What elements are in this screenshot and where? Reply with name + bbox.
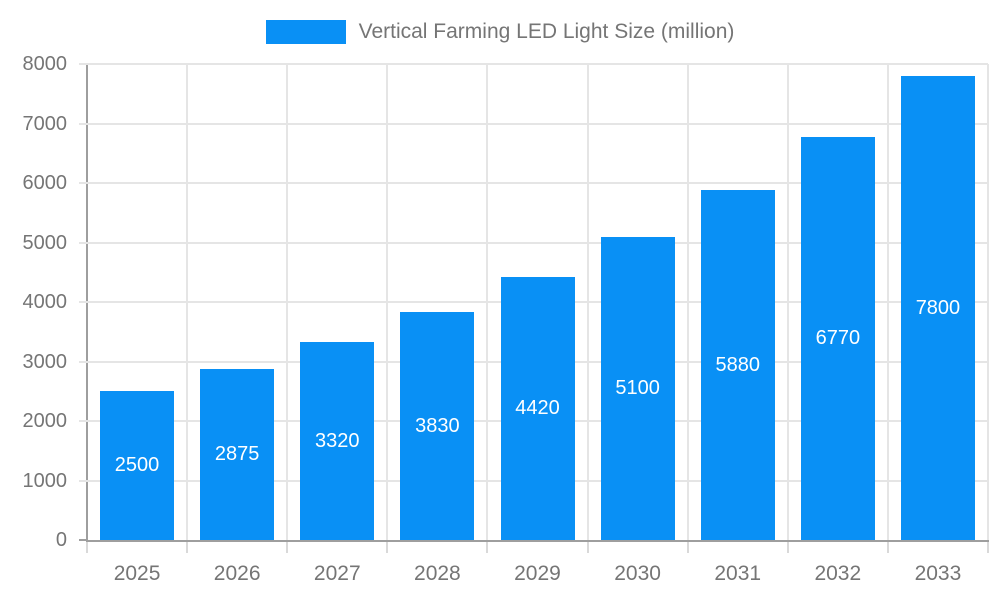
x-gridline bbox=[786, 64, 789, 540]
x-tick-label: 2027 bbox=[313, 562, 361, 585]
x-tick bbox=[987, 542, 989, 553]
x-tick-label: 2028 bbox=[414, 562, 461, 585]
x-gridline bbox=[886, 64, 889, 540]
y-tick bbox=[79, 241, 87, 244]
x-gridline bbox=[987, 64, 989, 540]
y-tick-label: 5000 bbox=[22, 231, 68, 254]
y-tick-label: 6000 bbox=[22, 172, 68, 194]
x-tick bbox=[386, 542, 389, 553]
x-tick bbox=[86, 542, 88, 553]
bar[interactable] bbox=[100, 391, 175, 540]
x-tick bbox=[586, 542, 589, 553]
y-gridline bbox=[87, 241, 988, 244]
y-tick-label: 8000 bbox=[22, 53, 68, 75]
x-tick-label: 2031 bbox=[714, 562, 762, 585]
plot-area: 2500 2875 3320 3830 4420 5100 5880 6770 7800 bbox=[87, 63, 989, 540]
x-tick bbox=[186, 542, 189, 553]
y-tick-label: 0 bbox=[55, 529, 67, 551]
x-gridline bbox=[686, 64, 689, 540]
x-tick-label: 2025 bbox=[113, 562, 161, 585]
y-tick bbox=[79, 539, 87, 541]
legend-swatch bbox=[265, 20, 346, 44]
y-tick-label: 4000 bbox=[22, 291, 68, 313]
x-tick bbox=[886, 542, 889, 553]
bar[interactable] bbox=[900, 76, 975, 540]
bar[interactable] bbox=[800, 137, 875, 540]
x-tick bbox=[486, 542, 489, 553]
y-gridline bbox=[87, 182, 988, 184]
bar[interactable] bbox=[200, 369, 275, 540]
x-tick-label: 2032 bbox=[814, 562, 862, 585]
y-tick bbox=[79, 122, 87, 125]
y-tick bbox=[79, 360, 87, 363]
bar[interactable] bbox=[600, 237, 675, 540]
y-tick-label: 2000 bbox=[22, 410, 68, 432]
y-tick-label: 3000 bbox=[22, 350, 68, 373]
y-tick-label: 1000 bbox=[22, 469, 68, 492]
x-gridline bbox=[286, 64, 289, 540]
x-gridline bbox=[586, 64, 589, 540]
y-tick bbox=[79, 301, 87, 303]
x-tick bbox=[286, 542, 289, 553]
y-tick bbox=[79, 182, 87, 184]
x-gridline bbox=[186, 64, 189, 540]
x-tick-label: 2030 bbox=[614, 562, 661, 585]
legend-label: Vertical Farming LED Light Size (million… bbox=[358, 20, 735, 43]
x-tick bbox=[786, 542, 789, 553]
x-tick bbox=[686, 542, 689, 553]
y-tick bbox=[79, 63, 87, 65]
x-axis-line bbox=[86, 540, 989, 542]
y-tick bbox=[79, 479, 87, 482]
x-tick-label: 2033 bbox=[914, 562, 962, 585]
y-gridline bbox=[87, 63, 988, 65]
x-gridline bbox=[486, 64, 489, 540]
legend-item[interactable]: Vertical Farming LED Light Size (million… bbox=[265, 20, 735, 44]
y-tick bbox=[79, 420, 87, 422]
y-tick-label: 7000 bbox=[22, 112, 68, 135]
bar[interactable] bbox=[300, 342, 375, 540]
x-tick-label: 2029 bbox=[514, 562, 561, 585]
x-gridline bbox=[386, 64, 389, 540]
bar[interactable] bbox=[700, 190, 775, 540]
y-gridline bbox=[87, 122, 988, 125]
chart-legend: Vertical Farming LED Light Size (million… bbox=[0, 14, 1000, 50]
x-tick-label: 2026 bbox=[213, 562, 261, 585]
bar[interactable] bbox=[500, 277, 575, 540]
bar[interactable] bbox=[400, 312, 475, 540]
